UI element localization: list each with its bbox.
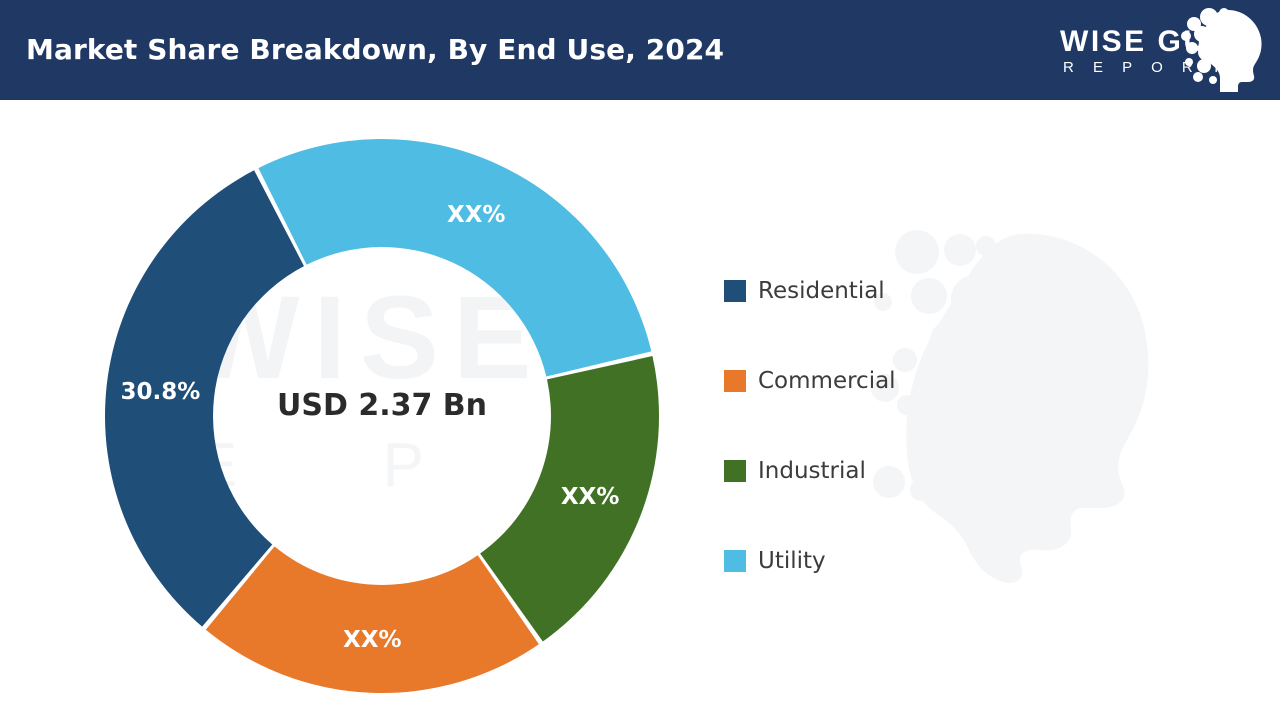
header-bar: Market Share Breakdown, By End Use, 2024… [0, 0, 1280, 100]
head-silhouette-icon [1181, 8, 1262, 92]
slice-label-residential: 30.8% [121, 379, 201, 405]
donut-slice-industrial[interactable] [480, 356, 660, 642]
page-title: Market Share Breakdown, By End Use, 2024 [26, 33, 725, 66]
donut-slice-commercial[interactable] [205, 546, 539, 694]
donut-slice-utility[interactable] [258, 139, 652, 377]
legend-item-utility[interactable]: Utility [724, 516, 984, 606]
legend-swatch-utility [724, 550, 746, 572]
slice-label-utility: XX% [447, 202, 506, 228]
legend-item-industrial[interactable]: Industrial [724, 426, 984, 516]
wise-guy-reports-logo: WISE GUY R E P O R T S [1036, 4, 1272, 96]
legend-label-residential: Residential [758, 278, 885, 304]
donut-slices [105, 139, 660, 694]
legend-item-residential[interactable]: Residential [724, 246, 984, 336]
legend-label-utility: Utility [758, 548, 826, 574]
donut-slice-labels: 30.8% XX% XX% XX% [121, 202, 620, 653]
donut-slice-residential[interactable] [105, 170, 304, 627]
donut-chart-svg: 30.8% XX% XX% XX% [105, 139, 660, 694]
donut-chart: 30.8% XX% XX% XX% USD 2.37 Bn [0, 100, 1280, 720]
slice-label-industrial: XX% [561, 484, 620, 510]
slice-label-commercial: XX% [343, 627, 402, 653]
legend-label-commercial: Commercial [758, 368, 896, 394]
legend-swatch-commercial [724, 370, 746, 392]
donut-center-value: USD 2.37 Bn [277, 388, 487, 423]
chart-body: WISE E P O [0, 100, 1280, 720]
chart-legend: Residential Commercial Industrial Utilit… [724, 246, 984, 606]
legend-swatch-industrial [724, 460, 746, 482]
legend-label-industrial: Industrial [758, 458, 866, 484]
legend-item-commercial[interactable]: Commercial [724, 336, 984, 426]
legend-swatch-residential [724, 280, 746, 302]
